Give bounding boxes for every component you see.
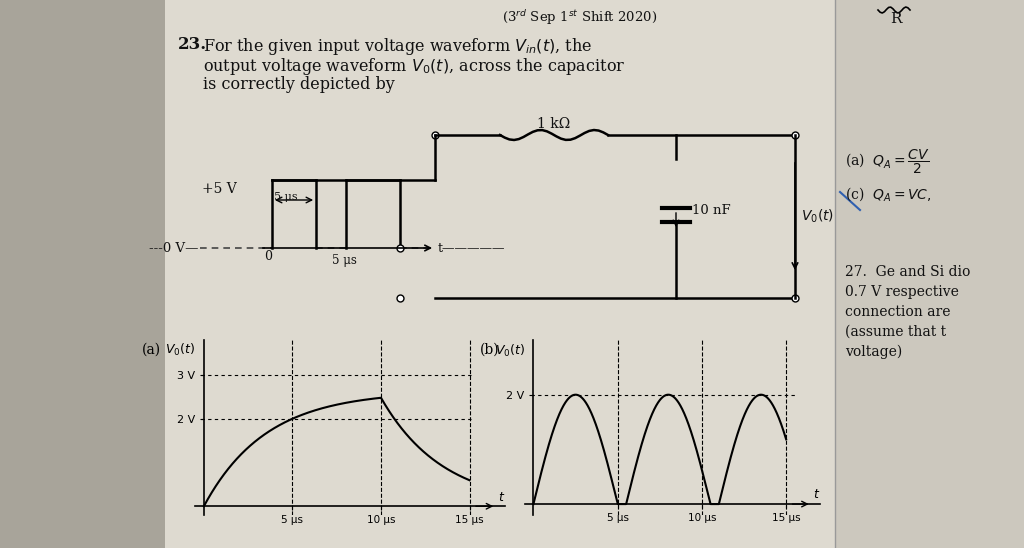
Text: $V_0(t)$: $V_0(t)$ <box>801 208 835 225</box>
Text: $V_0(t)$: $V_0(t)$ <box>165 342 195 358</box>
Text: $V_0(t)$: $V_0(t)$ <box>495 342 525 359</box>
Text: connection are: connection are <box>845 305 950 319</box>
Text: 5 μs: 5 μs <box>274 192 298 202</box>
Text: 0.7 V respective: 0.7 V respective <box>845 285 958 299</box>
Text: (a): (a) <box>142 342 161 356</box>
Bar <box>0 0 165 548</box>
Text: (b): (b) <box>479 342 499 357</box>
Text: is correctly depicted by: is correctly depicted by <box>203 76 394 93</box>
Text: $t$: $t$ <box>813 488 820 501</box>
Text: $t$: $t$ <box>498 491 505 504</box>
Text: output voltage waveform $V_0(t)$, across the capacitor: output voltage waveform $V_0(t)$, across… <box>203 56 626 77</box>
Text: R: R <box>890 12 901 26</box>
Text: 10 nF: 10 nF <box>692 204 731 217</box>
Text: (assume that t: (assume that t <box>845 325 946 339</box>
Text: 5 μs: 5 μs <box>332 254 356 267</box>
Text: 1 kΩ: 1 kΩ <box>538 117 570 131</box>
Text: (3$^{rd}$ Sep 1$^{st}$ Shift 2020): (3$^{rd}$ Sep 1$^{st}$ Shift 2020) <box>503 8 657 27</box>
Text: voltage): voltage) <box>845 345 902 359</box>
Text: 23.: 23. <box>178 36 207 53</box>
Text: 0: 0 <box>264 250 272 263</box>
Bar <box>835 0 1024 548</box>
Text: For the given input voltage waveform $V_{in}(t)$, the: For the given input voltage waveform $V_… <box>203 36 592 57</box>
Text: t—————: t————— <box>438 242 506 255</box>
Text: +5 V: +5 V <box>202 182 237 196</box>
Text: (c)  $Q_A = VC,$: (c) $Q_A = VC,$ <box>845 185 932 203</box>
Text: (a)  $Q_A = \dfrac{CV}{2}$: (a) $Q_A = \dfrac{CV}{2}$ <box>845 148 930 176</box>
Text: ---0 V—: ---0 V— <box>148 242 198 255</box>
Text: 27.  Ge and Si dio: 27. Ge and Si dio <box>845 265 971 279</box>
